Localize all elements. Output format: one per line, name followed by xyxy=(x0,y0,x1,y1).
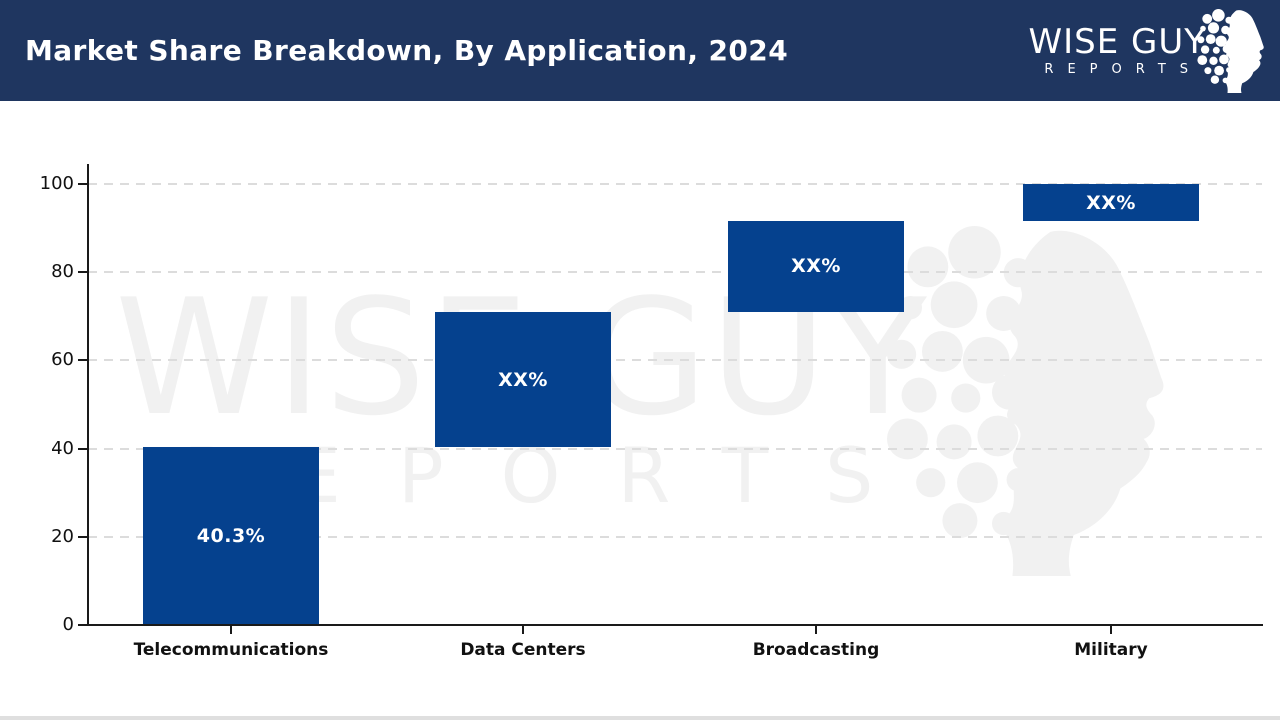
x-tick-data-centers xyxy=(522,626,524,634)
y-tick-60 xyxy=(78,359,88,362)
x-tick-military xyxy=(1110,626,1112,634)
y-tick-label-20: 20 xyxy=(51,525,74,547)
x-tick-telecommunications xyxy=(230,626,232,634)
y-tick-label-60: 60 xyxy=(51,349,74,371)
y-axis-line xyxy=(87,164,89,626)
x-axis-line xyxy=(87,624,1263,626)
wiseguy-face-icon xyxy=(1197,9,1264,93)
x-tick-label-data-centers: Data Centers xyxy=(460,640,586,660)
gridline-40 xyxy=(88,447,1262,450)
x-tick-label-military: Military xyxy=(1074,640,1148,660)
bar-value-label-data-centers: XX% xyxy=(498,368,548,391)
y-tick-0 xyxy=(78,624,88,626)
bar-value-label-telecommunications: 40.3% xyxy=(196,525,266,548)
x-tick-label-telecommunications: Telecommunications xyxy=(133,640,329,660)
bar-value-label-military: XX% xyxy=(1086,191,1136,214)
y-tick-100 xyxy=(78,183,88,185)
logo-subtitle: REPORTS xyxy=(1044,61,1203,77)
gridline-20 xyxy=(88,535,1262,538)
x-tick-broadcasting xyxy=(815,626,817,634)
y-tick-20 xyxy=(78,535,88,538)
y-tick-label-100: 100 xyxy=(39,173,74,194)
gridline-100 xyxy=(88,183,1262,185)
wiseguy-logo-text: WISE GUY REPORTS xyxy=(1028,22,1206,77)
y-tick-40 xyxy=(78,447,88,450)
bar-data-centers: XX% xyxy=(435,311,611,448)
gridline-60 xyxy=(88,359,1262,362)
wiseguy-logo: WISE GUY REPORTS xyxy=(1028,5,1266,97)
x-tick-label-broadcasting: Broadcasting xyxy=(752,640,880,660)
bar-broadcasting: XX% xyxy=(728,221,904,312)
bottom-border-strip xyxy=(0,716,1280,720)
bar-military: XX% xyxy=(1023,184,1199,222)
header-bar: Market Share Breakdown, By Application, … xyxy=(0,0,1280,101)
y-tick-label-40: 40 xyxy=(51,437,74,459)
y-tick-label-80: 80 xyxy=(51,261,74,283)
y-tick-label-0: 0 xyxy=(62,614,74,635)
logo-wordmark: WISE GUY xyxy=(1028,22,1206,63)
y-tick-80 xyxy=(78,271,88,274)
gridline-80 xyxy=(88,271,1262,274)
page-title: Market Share Breakdown, By Application, … xyxy=(25,34,789,67)
bar-telecommunications: 40.3% xyxy=(143,447,319,625)
bar-value-label-broadcasting: XX% xyxy=(791,255,841,278)
